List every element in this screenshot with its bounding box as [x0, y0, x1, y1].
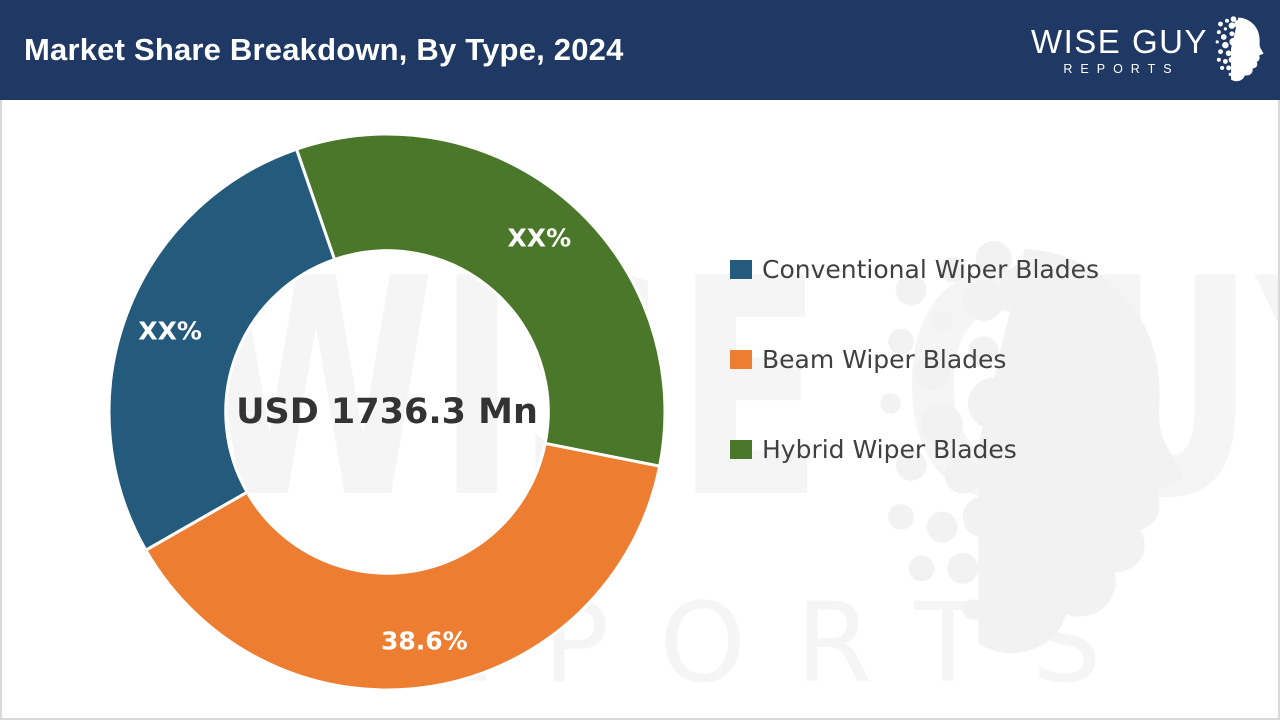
legend-swatch-blue [730, 259, 752, 279]
legend-item-hybrid-wiper-blades: Hybrid Wiper Blades [730, 434, 1099, 464]
wiseguy-face-icon [1215, 16, 1264, 82]
legend-item-conventional-wiper-blades: Conventional Wiper Blades [730, 254, 1099, 284]
donut-chart: XX% 38.6% XX% [107, 132, 667, 692]
logo-subtitle: REPORTS [1063, 61, 1180, 76]
donut-slice-beam-wiper-blades [143, 441, 662, 692]
logo-wordmark: WISE GUY [1030, 22, 1208, 60]
legend-swatch-orange [730, 349, 752, 369]
legend: Conventional Wiper Blades Beam Wiper Bla… [730, 254, 1099, 464]
chart-area: WISE GUY REPORTS XX%38.6%XX% USD 1736.3 … [0, 100, 1280, 720]
legend-label: Beam Wiper Blades [762, 344, 1007, 374]
donut-slice-hybrid-wiper-blades [294, 132, 667, 468]
legend-swatch-green [730, 439, 752, 459]
slice-label-beam-wiper-blades: 38.6% [381, 627, 468, 656]
wiseguy-logo: WISE GUY REPORTS [1031, 12, 1266, 88]
header-bar: Market Share Breakdown, By Type, 2024 WI… [0, 0, 1280, 100]
page-title: Market Share Breakdown, By Type, 2024 [24, 32, 624, 67]
legend-label: Hybrid Wiper Blades [762, 434, 1017, 464]
legend-item-beam-wiper-blades: Beam Wiper Blades [730, 344, 1099, 374]
slice-label-hybrid-wiper-blades: XX% [508, 224, 572, 253]
donut-slice-conventional-wiper-blades [107, 147, 337, 553]
slice-label-conventional-wiper-blades: XX% [138, 317, 202, 346]
legend-label: Conventional Wiper Blades [762, 254, 1099, 284]
donut-center-value: USD 1736.3 Mn [236, 392, 538, 432]
wiseguy-logo-text: WISE GUY REPORTS [1031, 25, 1208, 76]
